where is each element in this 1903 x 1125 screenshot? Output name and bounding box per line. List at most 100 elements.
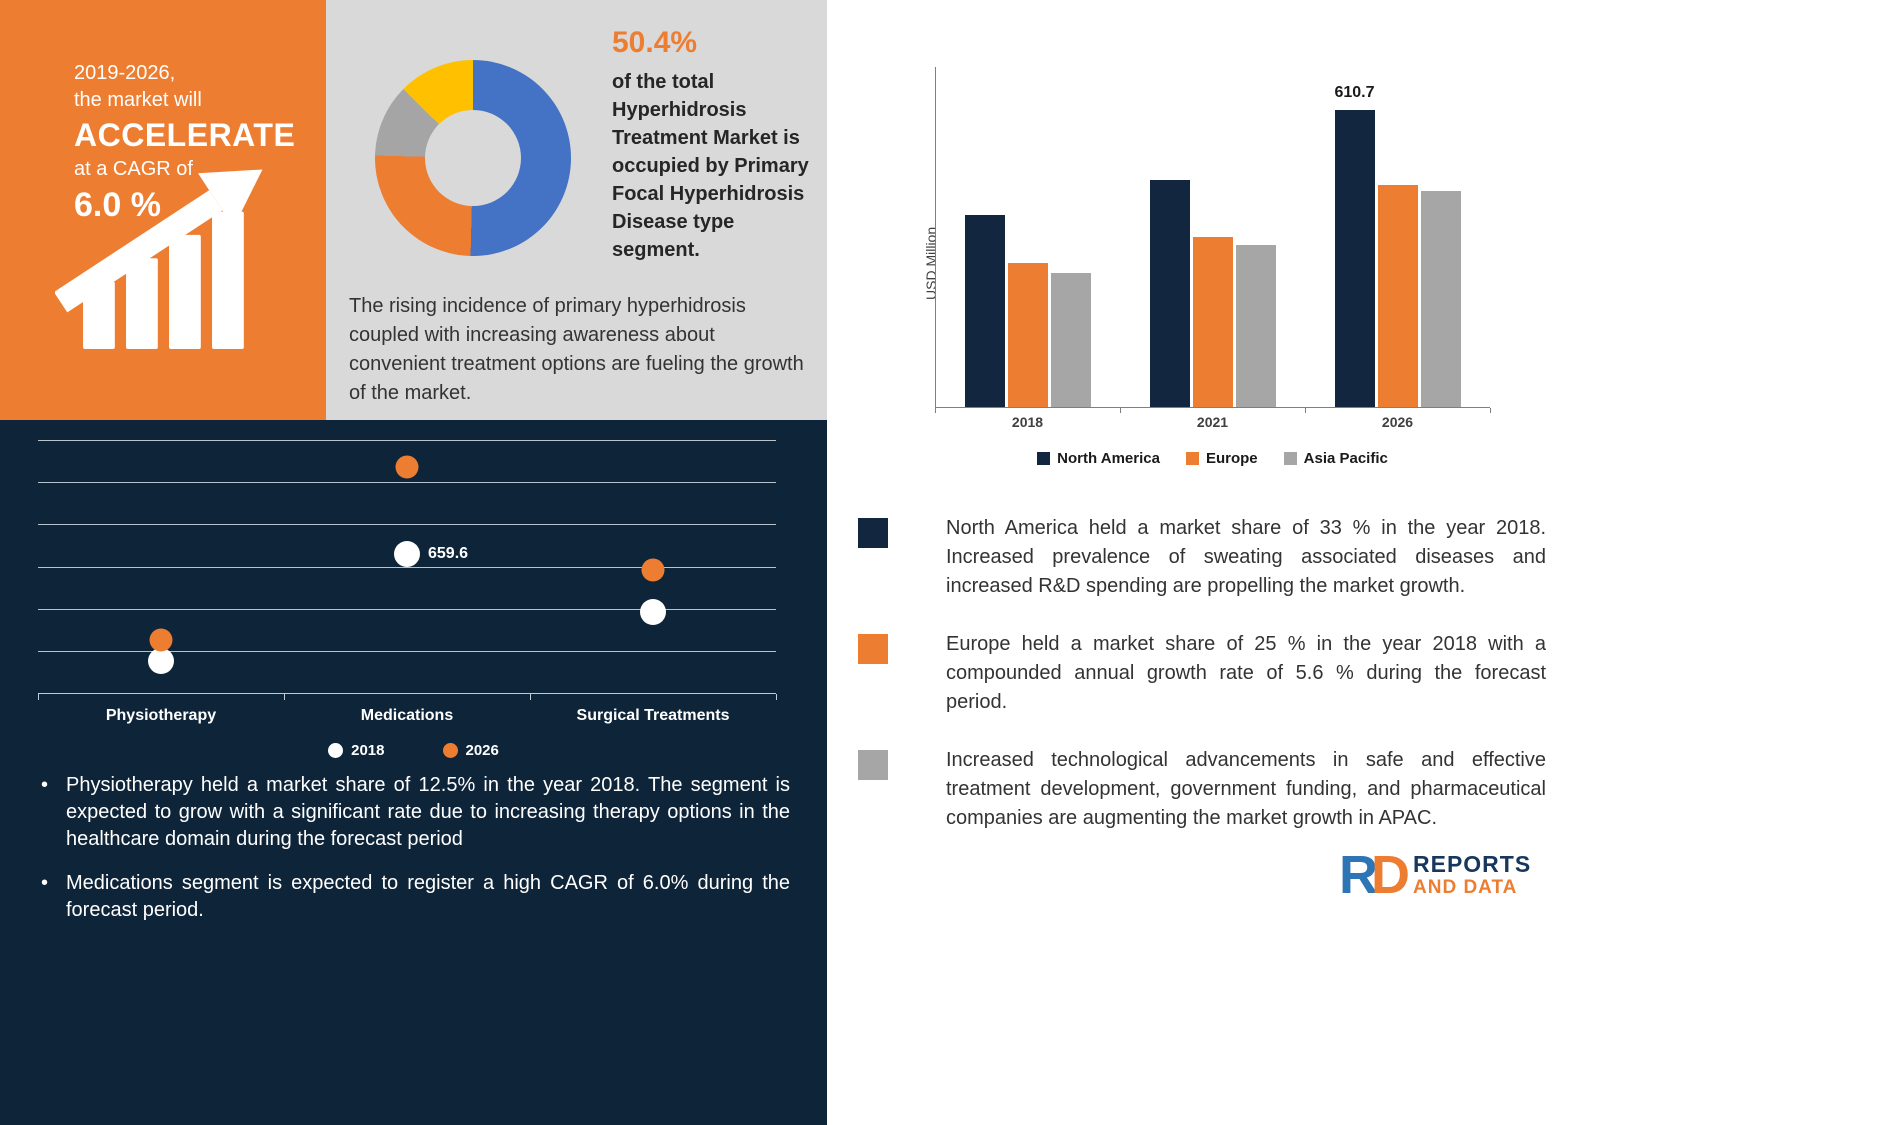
axis-tick — [1305, 408, 1306, 413]
bullet-apac: Increased technological advancements in … — [858, 746, 1868, 834]
cagr-line-2: the market will — [74, 89, 202, 111]
legend-dot-2026-icon — [442, 743, 458, 758]
dot-legend: 2018 2026 — [0, 742, 827, 759]
legend-label-2026: 2026 — [465, 742, 499, 759]
dot-2018-surgical-treatments — [640, 598, 666, 625]
cagr-panel: 2019-2026, the market will ACCELERATE at… — [0, 0, 326, 420]
legend-dot-2018-icon — [328, 743, 344, 758]
legend-item-north-america: North America — [1037, 450, 1160, 467]
gridline — [38, 482, 776, 484]
europe-bar — [1007, 263, 1048, 407]
bar-group-2018 — [935, 67, 1120, 407]
gridline — [38, 524, 776, 526]
dot-x-labels: Physiotherapy Medications Surgical Treatme… — [38, 707, 776, 725]
dot-x-label: Surgical Treatments — [576, 707, 730, 724]
cagr-text-block: 2019-2026, the market will ACCELERATE at… — [74, 60, 295, 227]
north-america-bar: 610.7 — [1334, 84, 1375, 407]
bar-group-2021 — [1120, 67, 1305, 407]
cagr-line-4: at a CAGR of — [74, 158, 193, 180]
asia-pacific-bar — [1420, 191, 1461, 407]
north-america-swatch-icon — [858, 518, 888, 548]
north-america-bar — [1149, 180, 1190, 407]
headline-percentage: 50.4% — [612, 26, 698, 59]
dot-2026-surgical-treatments — [641, 558, 665, 582]
segment-bullet-list: Physiotherapy held a market share of 12.… — [38, 772, 790, 941]
legend-item-2026: 2026 — [442, 742, 499, 759]
gridline — [38, 650, 776, 652]
dot-plot: 659.6 — [38, 440, 776, 693]
donut-panel: 50.4% of the total Hyperhidrosis Treatme… — [326, 0, 827, 420]
logo-rd-mark-icon: RD — [1339, 845, 1410, 905]
bar-x-labels: 2018 2021 2026 — [935, 414, 1490, 430]
axis-tick — [1120, 408, 1121, 413]
axis-tick — [935, 408, 936, 413]
dot-value-label: 659.6 — [428, 544, 469, 562]
dot-x-label: Medications — [360, 707, 454, 724]
axis-tick — [284, 694, 285, 700]
dot-2026-physiotherapy — [149, 628, 173, 652]
dot-x-label: Physiotherapy — [105, 707, 217, 724]
legend-item-asia-pacific: Asia Pacific — [1283, 450, 1388, 467]
axis-tick — [1490, 408, 1491, 413]
regional-panel: USD Million 610.7 2018 2021 2026 North Ame… — [827, 0, 1903, 1125]
north-america-bar — [964, 215, 1005, 407]
axis-tick — [776, 694, 777, 700]
bar-value-label: 610.7 — [1334, 84, 1375, 101]
europe-bar — [1192, 237, 1233, 407]
logo-letter-r: R — [1339, 845, 1378, 905]
donut-body-text: The rising incidence of primary hyperhid… — [349, 295, 804, 404]
headline-text: of the total Hyperhidrosis Treatment Mar… — [612, 71, 809, 261]
legend-swatch-icon — [1185, 452, 1199, 465]
accelerate-text: ACCELERATE — [74, 117, 296, 153]
axis-tick — [38, 694, 39, 700]
dot-2018-medications — [394, 540, 420, 567]
bullet-europe: Europe held a market share of 25 % in th… — [858, 630, 1868, 718]
cagr-years: 2019-2026, — [74, 62, 176, 84]
bar-x-axis — [935, 407, 1491, 413]
legend-swatch-icon — [1283, 452, 1297, 465]
europe-text: Europe held a market share of 25 % in th… — [946, 633, 1546, 713]
axis-tick — [530, 694, 531, 700]
logo-text: REPORTS AND DATA — [1413, 851, 1531, 899]
donut-hole — [425, 110, 521, 206]
legend-label-2018: 2018 — [351, 742, 385, 759]
legend-label: Asia Pacific — [1303, 450, 1388, 467]
bar-group-2026: 610.7 — [1305, 67, 1490, 407]
dot-2018-physiotherapy — [148, 648, 174, 675]
gridline — [38, 608, 776, 610]
bar-plot: 610.7 — [935, 67, 1490, 407]
legend-item-europe: Europe — [1185, 450, 1258, 467]
bar-x-label: 2021 — [1196, 414, 1229, 430]
logo-line-and-data: AND DATA — [1413, 877, 1518, 898]
donut-chart — [375, 60, 571, 256]
apac-swatch-icon — [858, 750, 888, 780]
bar-x-label: 2018 — [1011, 414, 1044, 430]
gridline — [38, 440, 776, 441]
segment-panel: 659.6 Physiotherapy Medications Surgical T… — [0, 420, 827, 1125]
legend-label: Europe — [1205, 450, 1258, 467]
asia-pacific-bar — [1050, 273, 1091, 407]
donut-headline: 50.4% of the total Hyperhidrosis Treatme… — [612, 26, 826, 264]
asia-pacific-bar — [1235, 245, 1276, 407]
reports-and-data-logo: RD REPORTS AND DATA — [1339, 848, 1531, 902]
europe-bar — [1377, 185, 1418, 407]
gridline — [38, 566, 776, 568]
dot-x-axis — [38, 693, 777, 700]
europe-swatch-icon — [858, 634, 888, 664]
bullet-north-america: North America held a market share of 33 … — [858, 514, 1868, 602]
logo-line-reports: REPORTS — [1413, 851, 1532, 877]
bar-y-axis — [935, 67, 936, 407]
growth-arrow-chart-icon — [55, 169, 263, 349]
apac-text: Increased technological advancements in … — [946, 749, 1546, 829]
bullet-medications: Medications segment is expected to regis… — [38, 870, 790, 924]
bar-legend: North America Europe Asia Pacific — [935, 450, 1490, 467]
logo-letter-d: D — [1371, 845, 1410, 905]
bar-x-label: 2026 — [1381, 414, 1414, 430]
bullet-physiotherapy: Physiotherapy held a market share of 12.… — [38, 772, 790, 853]
legend-label: North America — [1057, 450, 1160, 467]
legend-swatch-icon — [1037, 452, 1051, 465]
legend-item-2018: 2018 — [328, 742, 385, 759]
dot-2026-medications — [395, 455, 419, 479]
north-america-text: North America held a market share of 33 … — [946, 517, 1546, 597]
